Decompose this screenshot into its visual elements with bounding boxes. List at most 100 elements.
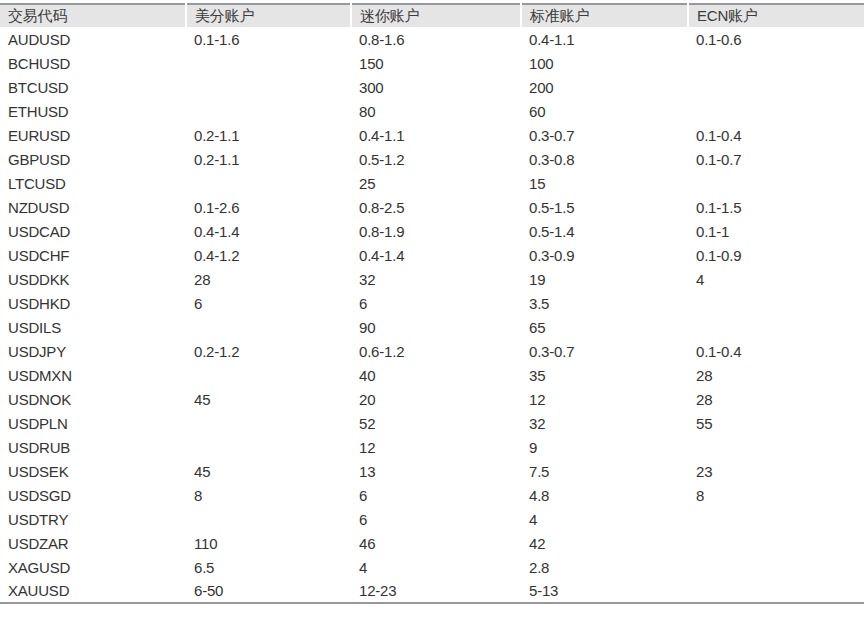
spread-cell-cent	[186, 171, 351, 195]
spread-cell-mini: 0.8-1.9	[351, 219, 521, 243]
table-row-NZDUSD: NZDUSD0.1-2.60.8-2.50.5-1.50.1-1.5	[0, 195, 864, 219]
spread-cell-cent: 6	[186, 291, 351, 315]
spread-cell-mini: 150	[351, 51, 521, 75]
symbol-cell: USDZAR	[0, 531, 186, 555]
symbol-cell: XAUUSD	[0, 579, 186, 603]
spread-cell-cent	[186, 99, 351, 123]
spread-cell-cent	[186, 363, 351, 387]
spread-cell-mini: 52	[351, 411, 521, 435]
spread-cell-ecn	[688, 507, 864, 531]
spread-cell-cent: 0.2-1.1	[186, 147, 351, 171]
symbol-cell: USDCHF	[0, 243, 186, 267]
table-row-AUDUSD: AUDUSD0.1-1.60.8-1.60.4-1.10.1-0.6	[0, 27, 864, 51]
spread-cell-ecn	[688, 75, 864, 99]
symbol-cell: USDHKD	[0, 291, 186, 315]
spread-cell-cent: 6.5	[186, 555, 351, 579]
column-header-cent: 美分账户	[186, 4, 351, 27]
table-row-BTCUSD: BTCUSD300200	[0, 75, 864, 99]
table-row-USDTRY: USDTRY64	[0, 507, 864, 531]
spread-cell-cent: 8	[186, 483, 351, 507]
spread-cell-standard: 9	[521, 435, 688, 459]
spread-cell-ecn: 0.1-0.6	[688, 27, 864, 51]
spread-cell-standard: 65	[521, 315, 688, 339]
spread-cell-standard: 0.4-1.1	[521, 27, 688, 51]
table-header-row: 交易代码美分账户迷你账户标准账户ECN账户	[0, 4, 864, 27]
spread-cell-mini: 40	[351, 363, 521, 387]
table-row-USDSEK: USDSEK45137.523	[0, 459, 864, 483]
table-row-USDCAD: USDCAD0.4-1.40.8-1.90.5-1.40.1-1	[0, 219, 864, 243]
spread-cell-mini: 80	[351, 99, 521, 123]
spread-cell-standard: 19	[521, 267, 688, 291]
spread-cell-mini: 46	[351, 531, 521, 555]
spread-cell-ecn: 0.1-0.4	[688, 123, 864, 147]
spread-cell-standard: 60	[521, 99, 688, 123]
symbol-cell: USDDKK	[0, 267, 186, 291]
spread-cell-ecn: 0.1-1.5	[688, 195, 864, 219]
symbol-cell: BCHUSD	[0, 51, 186, 75]
symbol-cell: AUDUSD	[0, 27, 186, 51]
spread-comparison-page: 交易代码美分账户迷你账户标准账户ECN账户 AUDUSD0.1-1.60.8-1…	[0, 3, 864, 604]
spread-cell-ecn	[688, 579, 864, 603]
spread-cell-standard: 7.5	[521, 459, 688, 483]
spread-cell-cent: 45	[186, 387, 351, 411]
spread-cell-mini: 25	[351, 171, 521, 195]
spread-cell-cent: 0.2-1.2	[186, 339, 351, 363]
table-row-EURUSD: EURUSD0.2-1.10.4-1.10.3-0.70.1-0.4	[0, 123, 864, 147]
spread-cell-cent	[186, 315, 351, 339]
spread-cell-ecn: 0.1-0.4	[688, 339, 864, 363]
spread-cell-ecn	[688, 171, 864, 195]
column-header-ecn: ECN账户	[688, 4, 864, 27]
spread-cell-standard: 100	[521, 51, 688, 75]
spread-cell-standard: 42	[521, 531, 688, 555]
symbol-cell: USDMXN	[0, 363, 186, 387]
table-row-USDRUB: USDRUB129	[0, 435, 864, 459]
symbol-cell: USDPLN	[0, 411, 186, 435]
symbol-cell: USDSEK	[0, 459, 186, 483]
spread-cell-cent: 110	[186, 531, 351, 555]
table-row-USDCHF: USDCHF0.4-1.20.4-1.40.3-0.90.1-0.9	[0, 243, 864, 267]
table-row-USDILS: USDILS9065	[0, 315, 864, 339]
spread-cell-mini: 13	[351, 459, 521, 483]
table-row-XAGUSD: XAGUSD6.542.8	[0, 555, 864, 579]
spread-cell-mini: 0.5-1.2	[351, 147, 521, 171]
column-header-symbol: 交易代码	[0, 4, 186, 27]
spread-cell-ecn: 0.1-1	[688, 219, 864, 243]
spread-cell-ecn	[688, 555, 864, 579]
spread-cell-standard: 0.3-0.7	[521, 339, 688, 363]
spread-cell-cent: 0.4-1.4	[186, 219, 351, 243]
symbol-cell: GBPUSD	[0, 147, 186, 171]
spread-cell-standard: 0.3-0.7	[521, 123, 688, 147]
spread-cell-standard: 3.5	[521, 291, 688, 315]
spread-cell-standard: 32	[521, 411, 688, 435]
spread-cell-mini: 6	[351, 507, 521, 531]
spread-cell-standard: 4.8	[521, 483, 688, 507]
spread-cell-mini: 0.8-1.6	[351, 27, 521, 51]
table-row-ETHUSD: ETHUSD8060	[0, 99, 864, 123]
spread-cell-cent: 0.2-1.1	[186, 123, 351, 147]
spread-cell-mini: 0.4-1.1	[351, 123, 521, 147]
spread-cell-ecn: 55	[688, 411, 864, 435]
spread-cell-mini: 0.8-2.5	[351, 195, 521, 219]
spread-cell-mini: 32	[351, 267, 521, 291]
spread-cell-standard: 200	[521, 75, 688, 99]
spread-cell-mini: 6	[351, 291, 521, 315]
spread-cell-ecn: 8	[688, 483, 864, 507]
spread-table-body: AUDUSD0.1-1.60.8-1.60.4-1.10.1-0.6BCHUSD…	[0, 27, 864, 603]
symbol-cell: LTCUSD	[0, 171, 186, 195]
spread-cell-mini: 20	[351, 387, 521, 411]
spread-table-header: 交易代码美分账户迷你账户标准账户ECN账户	[0, 4, 864, 27]
spread-cell-standard: 35	[521, 363, 688, 387]
symbol-cell: USDNOK	[0, 387, 186, 411]
spread-cell-cent: 28	[186, 267, 351, 291]
spread-cell-mini: 4	[351, 555, 521, 579]
symbol-cell: USDJPY	[0, 339, 186, 363]
symbol-cell: USDCAD	[0, 219, 186, 243]
spread-cell-standard: 0.5-1.4	[521, 219, 688, 243]
spread-cell-ecn	[688, 51, 864, 75]
table-row-USDHKD: USDHKD663.5	[0, 291, 864, 315]
spread-cell-standard: 0.5-1.5	[521, 195, 688, 219]
spread-cell-cent: 0.4-1.2	[186, 243, 351, 267]
table-row-LTCUSD: LTCUSD2515	[0, 171, 864, 195]
spread-cell-cent: 45	[186, 459, 351, 483]
symbol-cell: BTCUSD	[0, 75, 186, 99]
